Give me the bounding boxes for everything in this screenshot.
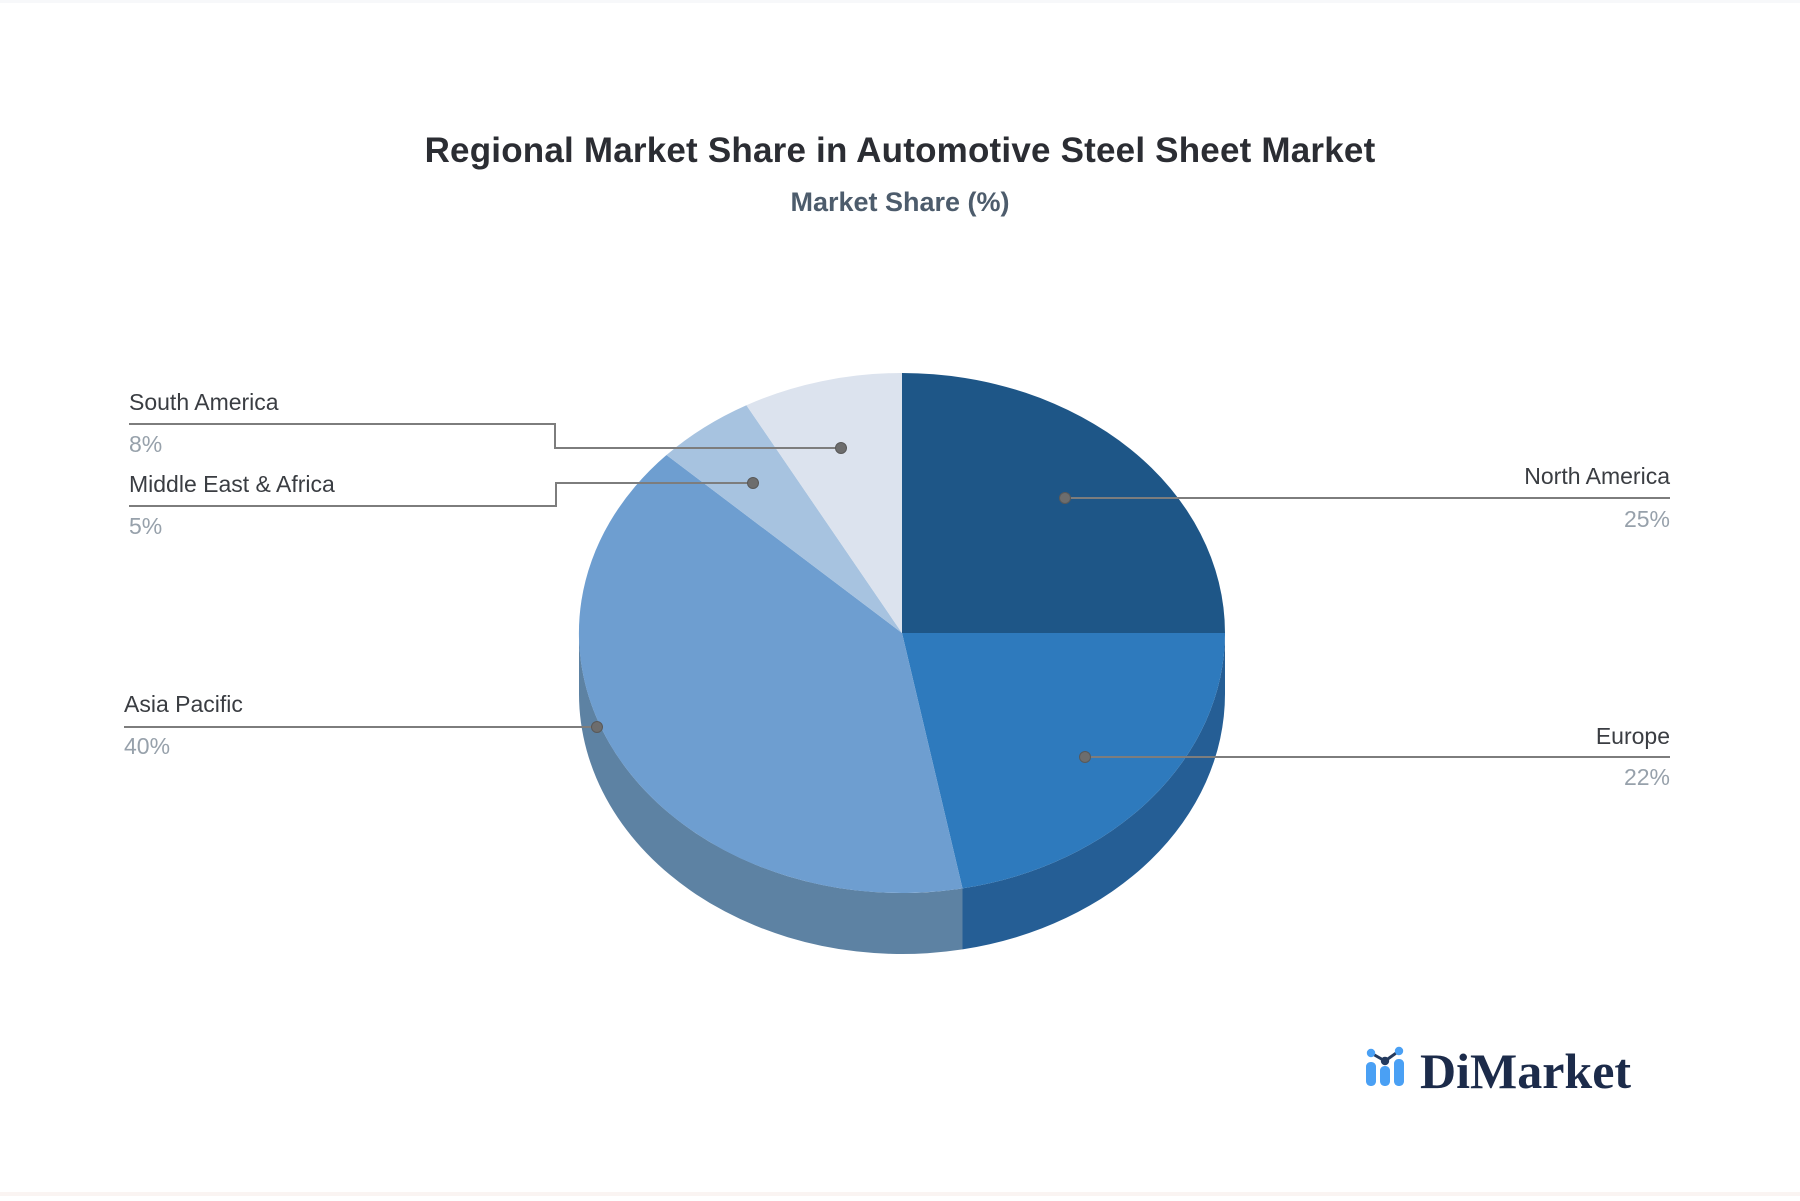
callout-line-south-america [129,423,841,449]
callout-line-middle-east-africa [129,482,753,507]
top-edge-strip [0,0,1800,3]
pie-slice-middle-east-africa [666,405,902,633]
dimarket-logo: DiMarket [1362,1042,1702,1102]
pie-rim-asia-pacific [579,633,963,955]
label-south-america: South America [129,389,279,415]
chart-title: Regional Market Share in Automotive Stee… [424,131,1376,170]
pie-slice-europe [902,633,1225,889]
bottom-edge-strip [0,1192,1800,1196]
label-north-america: North America [1524,463,1670,489]
pie-rim-europe [962,633,1225,950]
value-middle-east-africa: 5% [129,513,163,539]
value-south-america: 8% [129,431,163,457]
callout-dot-europe [1079,751,1091,763]
pie-slice-south-america [746,373,902,633]
pie-slice-asia-pacific [578,455,963,894]
logo-brand-text: DiMarket [1420,1043,1632,1099]
label-asia-pacific: Asia Pacific [124,691,243,717]
callout-dot-middle-east-africa [747,477,759,489]
label-middle-east-africa: Middle East & Africa [129,471,335,497]
value-europe: 22% [1623,764,1670,790]
label-europe: Europe [1595,723,1670,749]
bar-chart-sparkline-logo-icon [1366,1046,1404,1086]
value-asia-pacific: 40% [124,733,171,759]
chart-subtitle: Market Share (%) [790,187,1010,217]
callout-dot-asia-pacific [591,721,603,733]
callout-dot-north-america [1059,492,1071,504]
callout-dot-south-america [835,442,847,454]
value-north-america: 25% [1623,506,1670,532]
